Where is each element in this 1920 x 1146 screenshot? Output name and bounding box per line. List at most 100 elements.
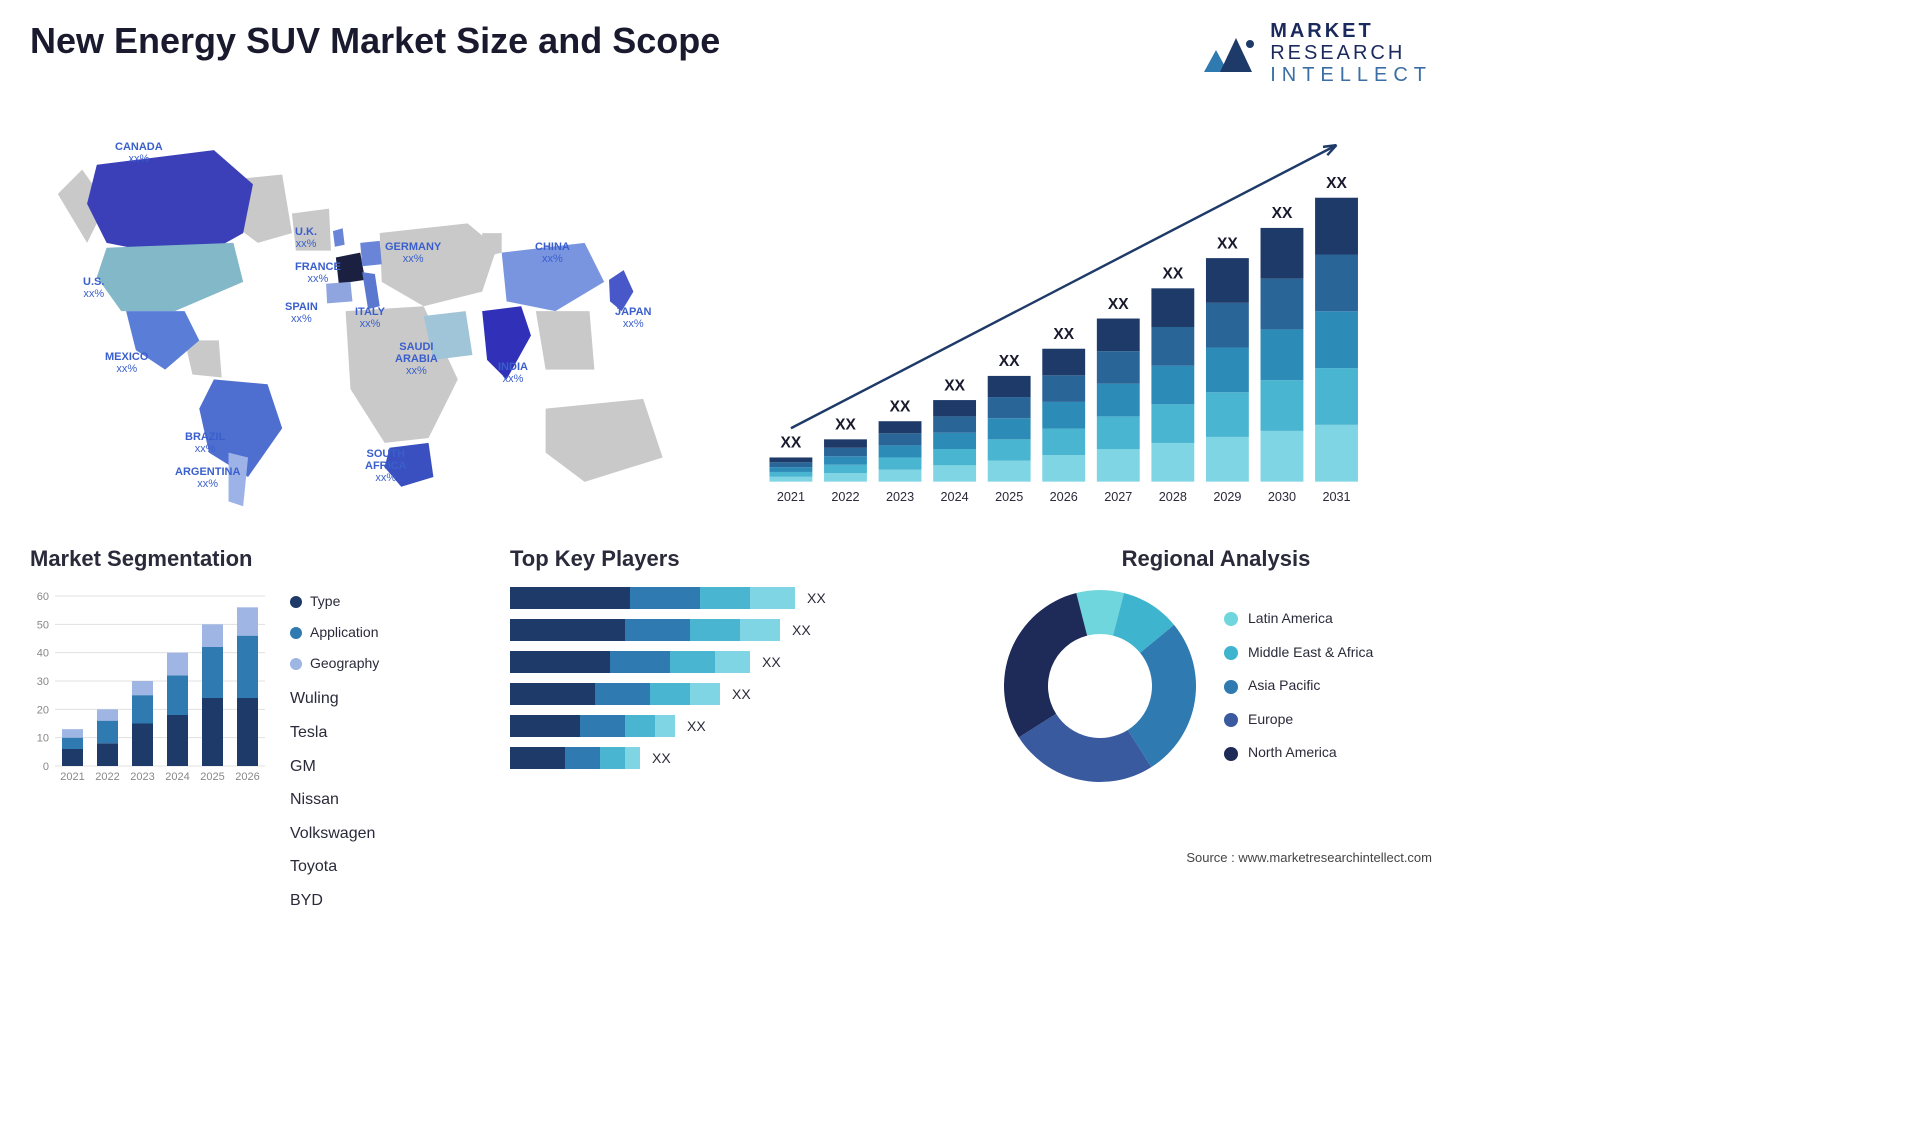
map-label: MEXICOxx%: [105, 351, 148, 375]
svg-text:2030: 2030: [1268, 490, 1296, 504]
player-name: Toyota: [290, 850, 379, 884]
segmentation-legend: TypeApplicationGeography: [290, 586, 379, 678]
svg-text:2029: 2029: [1213, 490, 1241, 504]
svg-text:XX: XX: [1217, 235, 1238, 252]
svg-text:30: 30: [37, 676, 49, 688]
growth-bar-chart: XX 2021 XX 2022 XX 2023 XX 2024 XX 2025 XX 2026 XX 20…: [750, 116, 1432, 516]
key-players-panel: Top Key Players XX XX XX XX XX XX: [510, 546, 970, 918]
player-name: Wuling: [290, 682, 379, 716]
key-bar-row: XX: [510, 714, 970, 738]
map-label: SPAINxx%: [285, 301, 318, 325]
svg-text:XX: XX: [835, 417, 856, 434]
region-legend-item: Asia Pacific: [1224, 669, 1373, 703]
svg-text:2025: 2025: [200, 771, 224, 783]
svg-text:60: 60: [37, 591, 49, 603]
svg-text:XX: XX: [944, 377, 965, 394]
legend-item: Application: [290, 617, 379, 648]
svg-text:XX: XX: [1272, 205, 1293, 222]
regional-title: Regional Analysis: [1000, 546, 1432, 572]
key-bar-value: XX: [807, 590, 826, 606]
map-label: U.S.xx%: [83, 276, 104, 300]
svg-text:2021: 2021: [777, 490, 805, 504]
logo-line2: RESEARCH: [1270, 42, 1432, 64]
country-japan: [609, 270, 633, 311]
logo-line1: MARKET: [1270, 20, 1432, 42]
key-bar-value: XX: [792, 622, 811, 638]
country-uk: [333, 228, 345, 247]
map-label: CHINAxx%: [535, 241, 570, 265]
key-bar-row: XX: [510, 650, 970, 674]
segmentation-title: Market Segmentation: [30, 546, 480, 572]
regional-donut-chart: [1000, 586, 1200, 786]
svg-text:2024: 2024: [941, 490, 969, 504]
map-label: U.K.xx%: [295, 226, 317, 250]
players-list: WulingTeslaGMNissanVolkswagenToyotaBYD: [290, 682, 379, 917]
map-label: SAUDIARABIAxx%: [395, 341, 438, 377]
player-name: Volkswagen: [290, 817, 379, 851]
source-attribution: Source : www.marketresearchintellect.com: [1186, 850, 1432, 865]
world-map-panel: CANADAxx% U.S.xx% MEXICOxx% BRAZILxx% ARGENT…: [30, 116, 710, 516]
legend-item: Geography: [290, 648, 379, 679]
regional-legend: Latin AmericaMiddle East & AfricaAsia Pa…: [1224, 602, 1373, 770]
svg-text:2022: 2022: [831, 490, 859, 504]
map-label: CANADAxx%: [115, 141, 163, 165]
svg-text:XX: XX: [781, 435, 802, 452]
segmentation-chart: 0 10 20 30 40 50 60 2021 2022 2023 2024 2025 2026: [30, 586, 270, 786]
map-label: ITALYxx%: [355, 306, 385, 330]
region-legend-item: Middle East & Africa: [1224, 636, 1373, 670]
brand-logo: MARKET RESEARCH INTELLECT: [1202, 20, 1432, 86]
svg-text:2026: 2026: [235, 771, 259, 783]
svg-text:2028: 2028: [1159, 490, 1187, 504]
key-bar-row: XX: [510, 586, 970, 610]
key-bar-value: XX: [732, 686, 751, 702]
key-bar-row: XX: [510, 746, 970, 770]
svg-text:XX: XX: [890, 398, 911, 415]
svg-text:0: 0: [43, 761, 49, 773]
key-players-chart: XX XX XX XX XX XX: [510, 586, 970, 770]
segmentation-panel: Market Segmentation 0 10 20 30 40 50 60 2021 202…: [30, 546, 480, 918]
map-label: INDIAxx%: [498, 361, 528, 385]
player-name: GM: [290, 750, 379, 784]
svg-text:20: 20: [37, 704, 49, 716]
svg-text:XX: XX: [1326, 175, 1347, 192]
legend-item: Type: [290, 586, 379, 617]
key-bar-row: XX: [510, 682, 970, 706]
svg-text:XX: XX: [1053, 326, 1074, 343]
svg-text:2023: 2023: [886, 490, 914, 504]
key-bar-value: XX: [652, 750, 671, 766]
key-bar-value: XX: [762, 654, 781, 670]
map-label: JAPANxx%: [615, 306, 651, 330]
key-players-title: Top Key Players: [510, 546, 970, 572]
svg-text:2024: 2024: [165, 771, 189, 783]
player-name: BYD: [290, 884, 379, 918]
region-legend-item: Europe: [1224, 703, 1373, 737]
svg-text:2025: 2025: [995, 490, 1023, 504]
country-us: [97, 243, 243, 311]
growth-bar-panel: XX 2021 XX 2022 XX 2023 XX 2024 XX 2025 XX 2026 XX 20…: [750, 116, 1432, 516]
map-label: SOUTHAFRICAxx%: [365, 448, 407, 484]
map-label: ARGENTINAxx%: [175, 466, 240, 490]
svg-text:XX: XX: [1108, 296, 1129, 313]
country-germany: [360, 241, 381, 266]
key-bar-value: XX: [687, 718, 706, 734]
svg-text:40: 40: [37, 648, 49, 660]
svg-text:XX: XX: [999, 353, 1020, 370]
player-name: Nissan: [290, 783, 379, 817]
player-name: Tesla: [290, 716, 379, 750]
svg-text:2022: 2022: [95, 771, 119, 783]
map-label: BRAZILxx%: [185, 431, 225, 455]
page-title: New Energy SUV Market Size and Scope: [30, 20, 720, 62]
logo-line3: INTELLECT: [1270, 64, 1432, 86]
map-label: FRANCExx%: [295, 261, 341, 285]
svg-text:2023: 2023: [130, 771, 154, 783]
svg-text:2031: 2031: [1322, 490, 1350, 504]
svg-text:2021: 2021: [60, 771, 84, 783]
key-bar-row: XX: [510, 618, 970, 642]
svg-text:2026: 2026: [1050, 490, 1078, 504]
map-label: GERMANYxx%: [385, 241, 441, 265]
svg-text:50: 50: [37, 619, 49, 631]
svg-text:XX: XX: [1162, 266, 1183, 283]
svg-text:10: 10: [37, 733, 49, 745]
region-legend-item: Latin America: [1224, 602, 1373, 636]
country-italy: [362, 272, 380, 309]
